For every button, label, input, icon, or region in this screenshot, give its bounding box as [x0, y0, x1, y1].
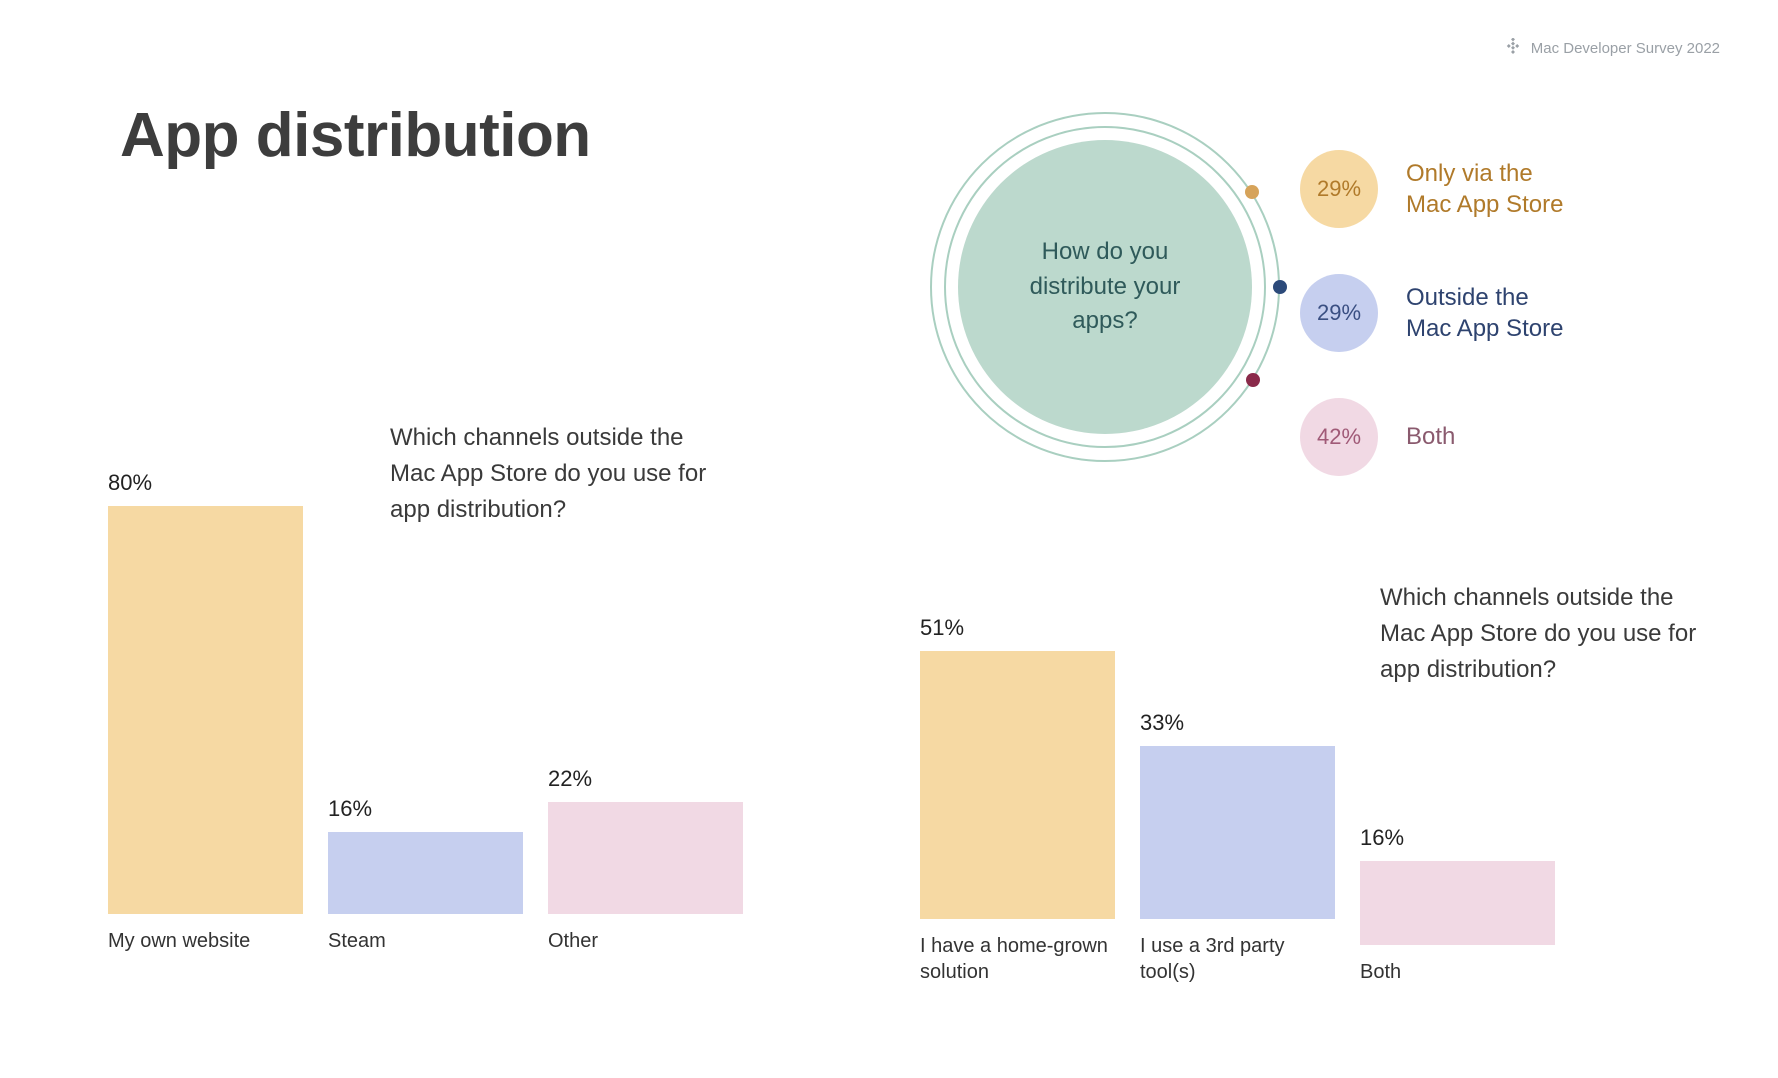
bar-label-0: My own website: [108, 928, 303, 954]
bar-col-2: 22% Other: [548, 766, 756, 954]
bar-chart-right: 51% I have a home-grown solution 33% I use …: [920, 615, 1568, 985]
bar-col-2: 16% Both: [1360, 825, 1568, 985]
legend-row-2: 42% Both: [1300, 398, 1563, 476]
bar-value-1: 33%: [1140, 710, 1348, 736]
bar-rect-1: [1140, 746, 1335, 919]
legend-dot-2: [1246, 373, 1260, 387]
bar-chart-left: 80% My own website 16% Steam 22% Other: [108, 470, 756, 954]
bar-label-0: I have a home-grown solution: [920, 933, 1115, 985]
legend-bubble-0: 29%: [1300, 150, 1378, 228]
circle-diagram: How do you distribute your apps?: [930, 112, 1280, 462]
legend-bubble-2: 42%: [1300, 398, 1378, 476]
bar-col-1: 16% Steam: [328, 796, 536, 954]
bar-rect-2: [548, 802, 743, 914]
bar-rect-0: [108, 506, 303, 914]
legend-dot-1: [1273, 280, 1287, 294]
bar-rect-1: [328, 832, 523, 914]
circle-legend: 29% Only via theMac App Store 29% Outside t…: [1300, 150, 1563, 476]
bar-value-2: 22%: [548, 766, 756, 792]
bar-value-0: 80%: [108, 470, 316, 496]
legend-row-1: 29% Outside theMac App Store: [1300, 274, 1563, 352]
bar-value-1: 16%: [328, 796, 536, 822]
header-badge: Mac Developer Survey 2022: [1505, 38, 1720, 58]
legend-bubble-1: 29%: [1300, 274, 1378, 352]
legend-row-0: 29% Only via theMac App Store: [1300, 150, 1563, 228]
bar-value-0: 51%: [920, 615, 1128, 641]
bar-col-0: 51% I have a home-grown solution: [920, 615, 1128, 985]
legend-label-0: Only via theMac App Store: [1406, 158, 1563, 220]
bar-rect-2: [1360, 861, 1555, 945]
bar-label-1: I use a 3rd party tool(s): [1140, 933, 1335, 985]
bar-col-0: 80% My own website: [108, 470, 316, 954]
legend-dot-0: [1245, 185, 1259, 199]
bar-label-2: Other: [548, 928, 743, 954]
bar-col-1: 33% I use a 3rd party tool(s): [1140, 710, 1348, 985]
bar-rect-0: [920, 651, 1115, 919]
bar-label-2: Both: [1360, 959, 1555, 985]
header-badge-text: Mac Developer Survey 2022: [1531, 40, 1720, 57]
legend-label-2: Both: [1406, 421, 1455, 452]
circle-question: How do you distribute your apps?: [958, 140, 1252, 434]
bar-label-1: Steam: [328, 928, 523, 954]
bar-value-2: 16%: [1360, 825, 1568, 851]
logo-icon: [1505, 38, 1521, 58]
legend-label-1: Outside theMac App Store: [1406, 282, 1563, 344]
page-title: App distribution: [120, 100, 591, 171]
